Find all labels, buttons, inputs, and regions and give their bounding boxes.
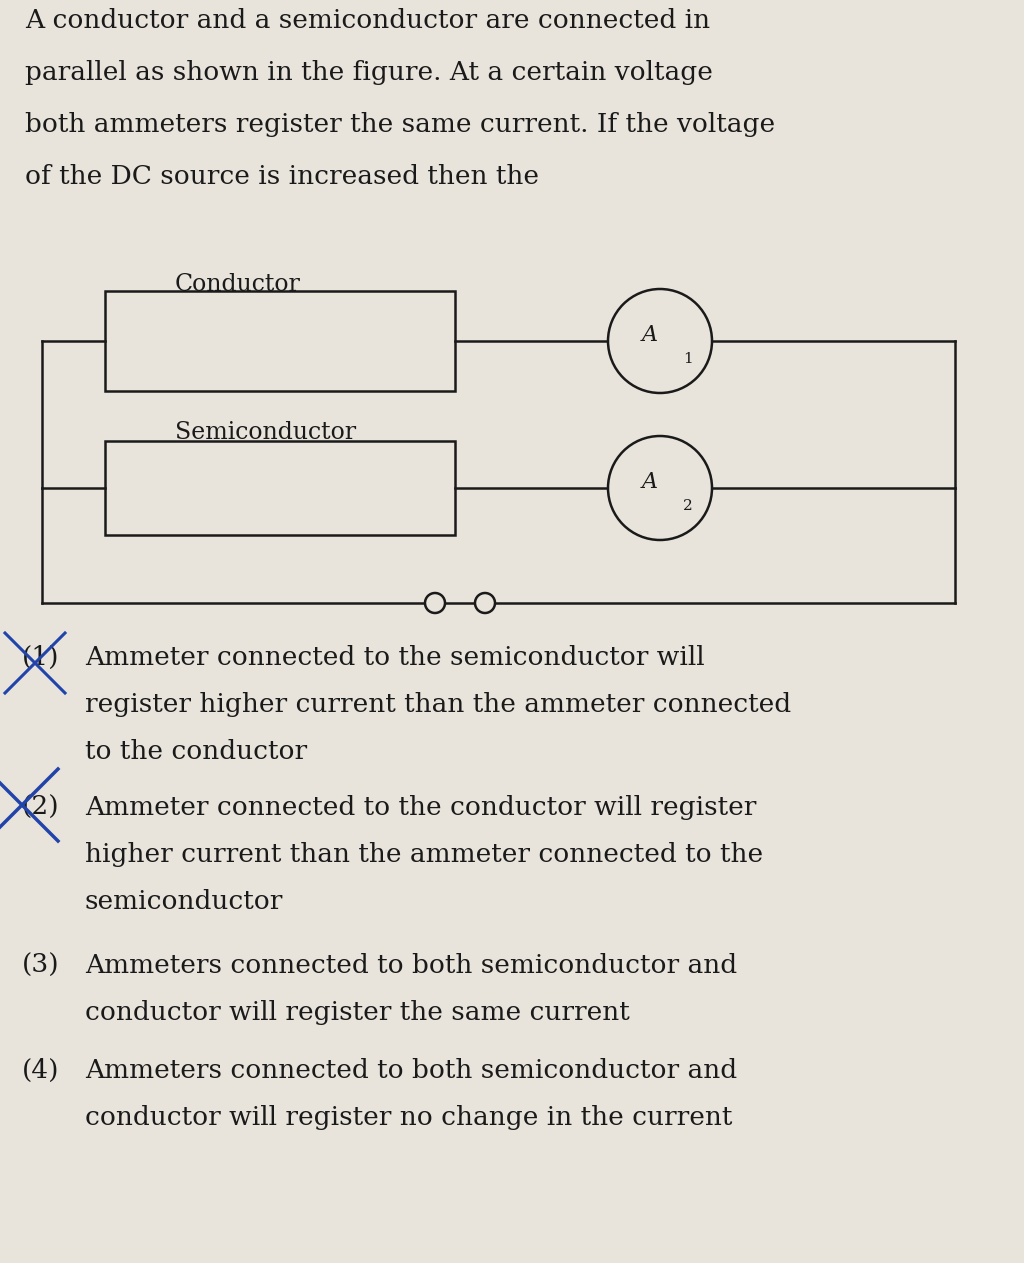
Text: Ammeters connected to both semiconductor and: Ammeters connected to both semiconductor…	[85, 1058, 737, 1082]
Circle shape	[608, 436, 712, 541]
Text: 2: 2	[683, 499, 693, 513]
Circle shape	[608, 289, 712, 393]
Circle shape	[475, 594, 495, 613]
Text: higher current than the ammeter connected to the: higher current than the ammeter connecte…	[85, 842, 763, 866]
Text: A: A	[642, 471, 658, 493]
Text: parallel as shown in the figure. At a certain voltage: parallel as shown in the figure. At a ce…	[25, 61, 713, 85]
Text: conductor will register no change in the current: conductor will register no change in the…	[85, 1105, 732, 1130]
Text: register higher current than the ammeter connected: register higher current than the ammeter…	[85, 692, 792, 717]
Text: of the DC source is increased then the: of the DC source is increased then the	[25, 164, 539, 189]
Text: A: A	[642, 325, 658, 346]
Text: (4): (4)	[22, 1058, 59, 1082]
Bar	[105, 441, 455, 536]
Text: to the conductor: to the conductor	[85, 739, 307, 764]
Text: (2): (2)	[22, 794, 59, 820]
Circle shape	[425, 594, 445, 613]
Text: (3): (3)	[22, 954, 59, 978]
Text: conductor will register the same current: conductor will register the same current	[85, 1000, 630, 1026]
Text: Ammeter connected to the conductor will register: Ammeter connected to the conductor will …	[85, 794, 757, 820]
Text: semiconductor: semiconductor	[85, 889, 284, 914]
Text: Ammeters connected to both semiconductor and: Ammeters connected to both semiconductor…	[85, 954, 737, 978]
Text: A conductor and a semiconductor are connected in: A conductor and a semiconductor are conn…	[25, 8, 710, 33]
Bar	[105, 290, 455, 392]
Text: 1: 1	[683, 352, 693, 366]
Text: Semiconductor: Semiconductor	[175, 421, 356, 445]
Text: (1): (1)	[22, 645, 59, 669]
Text: both ammeters register the same current. If the voltage: both ammeters register the same current.…	[25, 112, 775, 136]
Text: Ammeter connected to the semiconductor will: Ammeter connected to the semiconductor w…	[85, 645, 705, 669]
Text: Conductor: Conductor	[175, 273, 301, 296]
